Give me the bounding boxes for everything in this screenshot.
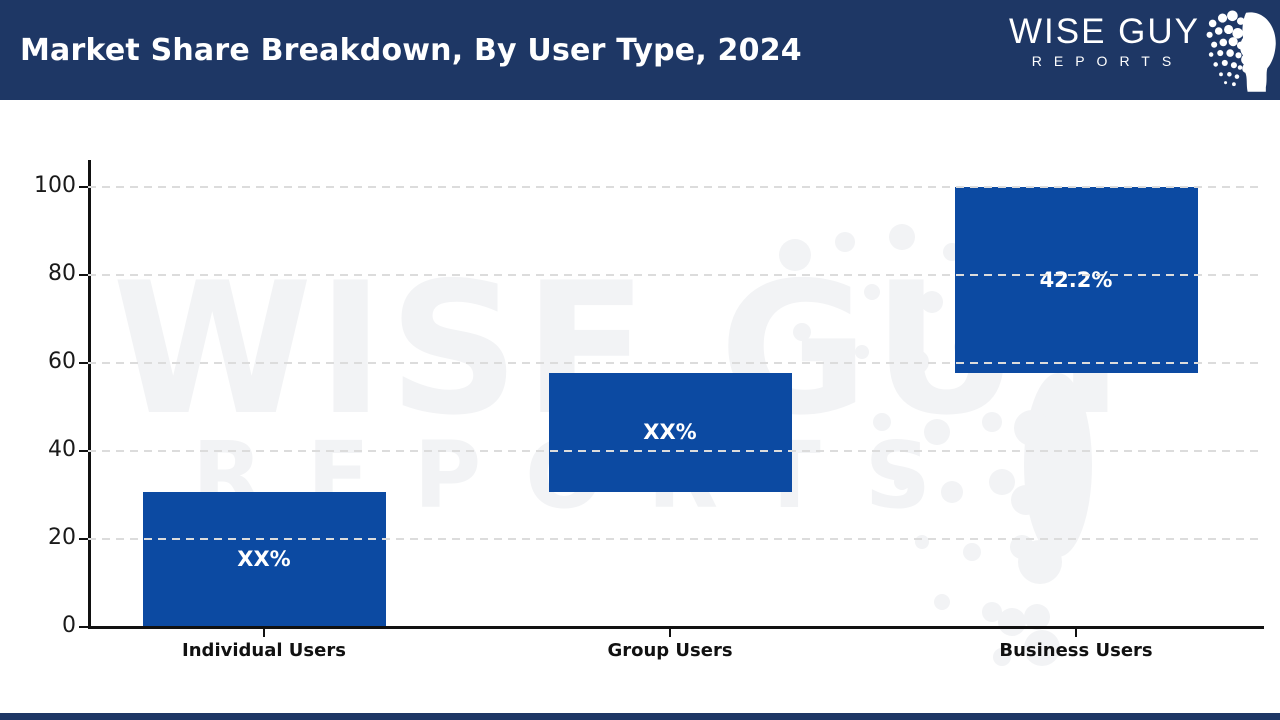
x-category-label-2: Business Users: [999, 640, 1153, 661]
y-tick-80: [79, 274, 88, 276]
y-tick-0: [79, 626, 88, 628]
bar-value-label: XX%: [237, 547, 291, 572]
bar-group-users: XX%: [548, 372, 792, 492]
brand-head-icon: [1206, 10, 1276, 92]
gridline-60: [88, 362, 1264, 364]
gridline-100: [88, 186, 1264, 188]
x-tick-0: [263, 629, 265, 637]
y-tick-100: [79, 186, 88, 188]
page-title: Market Share Breakdown, By User Type, 20…: [20, 32, 802, 68]
y-tick-label-20: 20: [48, 525, 76, 550]
gridline-40: [88, 450, 1264, 452]
y-axis-spine: [88, 160, 91, 629]
brand-logo-subtitle: REPORTS: [1031, 52, 1184, 69]
gridline-80: [88, 274, 1264, 276]
header-bar: Market Share Breakdown, By User Type, 20…: [0, 0, 1280, 100]
bar-value-label: XX%: [643, 420, 697, 445]
y-tick-20: [79, 538, 88, 540]
x-category-label-1: Group Users: [607, 640, 733, 661]
brand-logo: WISE GUY REPORTS: [1008, 12, 1200, 69]
y-tick-label-100: 100: [34, 173, 76, 198]
bar-individual-users: XX%: [142, 491, 386, 627]
x-category-label-0: Individual Users: [182, 640, 346, 661]
footer-bar: [0, 713, 1280, 720]
bar-value-label: 42.2%: [1039, 267, 1113, 292]
x-tick-2: [1075, 629, 1077, 637]
y-tick-label-40: 40: [48, 437, 76, 462]
x-tick-1: [669, 629, 671, 637]
y-tick-60: [79, 362, 88, 364]
y-tick-label-80: 80: [48, 261, 76, 286]
bar-business-users: 42.2%: [954, 187, 1198, 373]
y-tick-label-0: 0: [62, 613, 76, 638]
gridline-20: [88, 538, 1264, 540]
y-tick-40: [79, 450, 88, 452]
x-axis-spine: [88, 626, 1264, 629]
brand-logo-name: WISE GUY: [1008, 12, 1200, 51]
y-tick-label-60: 60: [48, 349, 76, 374]
